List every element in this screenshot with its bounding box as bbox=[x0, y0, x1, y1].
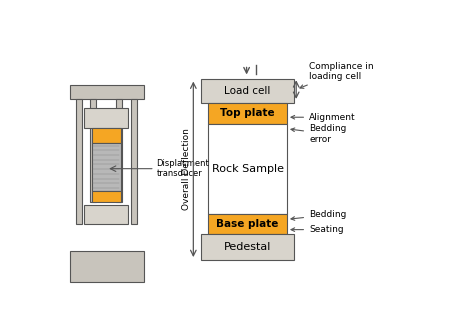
Text: Seating: Seating bbox=[291, 225, 344, 234]
Text: Bedding: Bedding bbox=[291, 210, 346, 220]
Text: Displacment
transducer: Displacment transducer bbox=[156, 159, 210, 178]
Text: Pedestal: Pedestal bbox=[224, 242, 271, 252]
Bar bbox=[84, 108, 128, 128]
Bar bbox=[208, 124, 287, 214]
Text: Overall Deflection: Overall Deflection bbox=[182, 128, 191, 210]
Text: Top plate: Top plate bbox=[220, 108, 275, 118]
Text: Alignment: Alignment bbox=[291, 113, 356, 122]
Bar bbox=[91, 143, 121, 190]
Bar bbox=[116, 99, 122, 202]
Bar bbox=[91, 190, 121, 202]
Text: Load cell: Load cell bbox=[224, 86, 271, 96]
Bar bbox=[76, 99, 82, 224]
Text: Bedding
error: Bedding error bbox=[291, 124, 346, 144]
Bar bbox=[131, 99, 137, 224]
Bar bbox=[208, 214, 287, 234]
Text: Rock Sample: Rock Sample bbox=[211, 164, 283, 174]
Bar bbox=[91, 128, 121, 143]
Bar bbox=[70, 85, 144, 99]
Bar bbox=[84, 205, 128, 224]
Text: Compliance in
loading cell: Compliance in loading cell bbox=[300, 62, 374, 88]
Bar bbox=[91, 99, 96, 202]
Bar bbox=[70, 251, 144, 282]
Bar bbox=[201, 234, 294, 260]
Bar bbox=[201, 78, 294, 103]
Text: Base plate: Base plate bbox=[216, 219, 279, 229]
Bar bbox=[208, 103, 287, 124]
